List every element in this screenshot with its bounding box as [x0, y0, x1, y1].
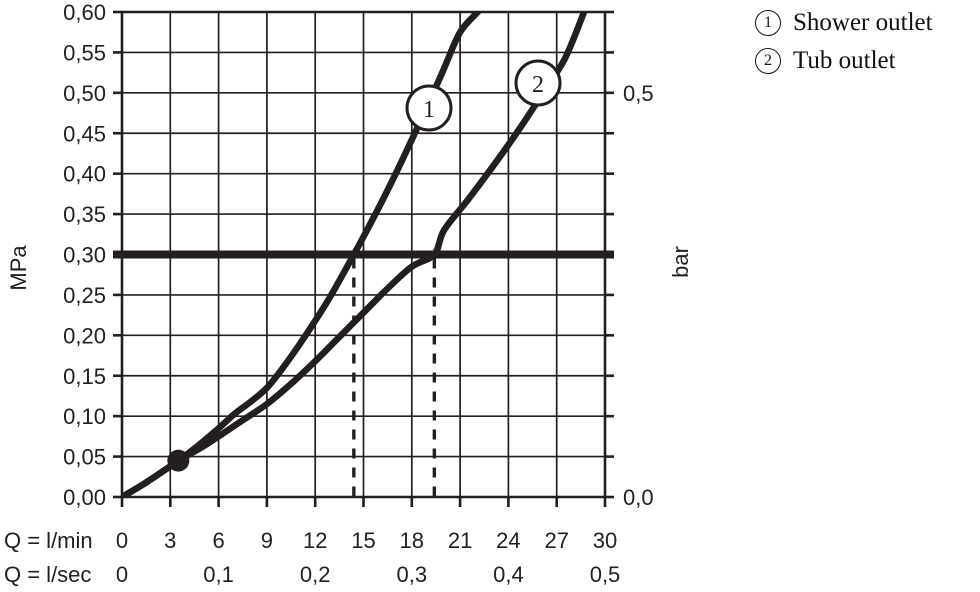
- y-axis-tick-label: 0,55: [63, 40, 106, 65]
- x-axis-tick-label-lmin: 9: [261, 528, 273, 553]
- x-axis-tick-label-lmin: 12: [303, 528, 327, 553]
- y-axis-tick-label: 0,45: [63, 121, 106, 146]
- y-axis-tick-label: 0,30: [63, 243, 106, 268]
- x-axis-tick-label-lmin: 24: [496, 528, 520, 553]
- legend-item-shower-outlet: 1 Shower outlet: [755, 4, 980, 42]
- legend-marker-1-icon: 1: [755, 10, 781, 36]
- data-point-marker-dot: [167, 449, 190, 472]
- x-axis-tick-label-lsec: 0,4: [493, 562, 524, 587]
- legend-label-tub-outlet: Tub outlet: [793, 47, 896, 74]
- y-axis-title: MPa: [6, 245, 31, 291]
- x-axis-tick-label-lsec: 0,1: [203, 562, 234, 587]
- x-axis-tick-label-lsec: 0: [116, 562, 128, 587]
- y-axis-tick-label: 0,60: [63, 0, 106, 25]
- x-axis-tick-label-lsec: 0,3: [397, 562, 428, 587]
- curve-series-2: [122, 12, 588, 497]
- y-axis-tick-label: 0,25: [63, 283, 106, 308]
- y-axis-tick-label: 0,20: [63, 323, 106, 348]
- curve-badge-label-1: 1: [423, 97, 435, 123]
- legend-marker-2-icon: 2: [755, 48, 781, 74]
- y-axis-tick-label: 0,15: [63, 364, 106, 389]
- x-axis-tick-label-lmin: 18: [400, 528, 424, 553]
- x-axis-tick-label-lsec: 0,2: [300, 562, 331, 587]
- x-axis-tick-label-lmin: 3: [164, 528, 176, 553]
- y-axis-right-title: bar: [668, 246, 693, 278]
- x-axis-title-lsec: Q = l/sec: [4, 562, 91, 587]
- y-axis-tick-label: 0,05: [63, 445, 106, 470]
- y-axis-tick-label: 0,40: [63, 162, 106, 187]
- x-axis-tick-label-lmin: 15: [351, 528, 375, 553]
- x-axis-tick-label-lmin: 27: [544, 528, 568, 553]
- x-axis-tick-label-lmin: 6: [212, 528, 224, 553]
- y-axis-tick-label: 0,35: [63, 202, 106, 227]
- x-axis-tick-label-lmin: 21: [448, 528, 472, 553]
- y-axis-tick-label: 0,10: [63, 404, 106, 429]
- x-axis-tick-label-lmin: 30: [593, 528, 617, 553]
- curve-badge-label-2: 2: [532, 72, 544, 98]
- curve-badge-1-icon: [405, 84, 453, 132]
- x-axis-tick-label-lsec: 0,5: [590, 562, 621, 587]
- x-axis-tick-label-lmin: 0: [116, 528, 128, 553]
- y-axis-right-tick-label: 0,5: [623, 81, 654, 106]
- y-axis-tick-label: 0,50: [63, 81, 106, 106]
- y-axis-right-tick-label: 0,0: [623, 485, 654, 510]
- y-axis-tick-label: 0,00: [63, 485, 106, 510]
- curve-badge-2-icon: [514, 59, 562, 107]
- legend-item-tub-outlet: 2 Tub outlet: [755, 42, 980, 80]
- legend-label-shower-outlet: Shower outlet: [793, 9, 933, 36]
- chart-legend: 1 Shower outlet 2 Tub outlet: [755, 4, 980, 80]
- x-axis-title-lmin: Q = l/min: [4, 528, 93, 553]
